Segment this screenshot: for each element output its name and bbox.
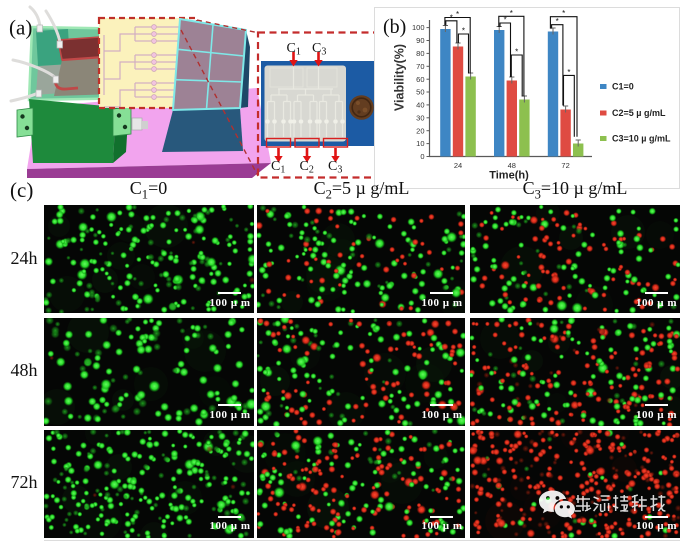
svg-text:C2: C2 xyxy=(300,159,314,176)
svg-text:*: * xyxy=(504,16,507,25)
svg-text:(b): (b) xyxy=(383,16,406,38)
svg-text:80: 80 xyxy=(416,49,424,58)
svg-text:Viability(%): Viability(%) xyxy=(393,44,407,111)
svg-text:40: 40 xyxy=(416,101,424,110)
svg-text:20: 20 xyxy=(416,126,424,135)
svg-text:*: * xyxy=(462,27,465,36)
svg-text:30: 30 xyxy=(416,113,424,122)
svg-text:0: 0 xyxy=(420,152,424,161)
svg-text:C1: C1 xyxy=(271,159,285,176)
svg-text:Time(h): Time(h) xyxy=(489,170,529,182)
svg-text:*: * xyxy=(450,13,453,22)
svg-text:*: * xyxy=(515,48,518,57)
svg-text:C1: C1 xyxy=(287,41,301,58)
svg-text:C3: C3 xyxy=(312,41,326,58)
svg-text:10: 10 xyxy=(416,139,424,148)
svg-text:60: 60 xyxy=(416,75,424,84)
svg-text:C3=10 µ g/mL: C3=10 µ g/mL xyxy=(612,134,671,144)
svg-text:*: * xyxy=(510,9,513,18)
svg-text:(a): (a) xyxy=(9,16,32,40)
svg-text:24: 24 xyxy=(454,161,462,170)
svg-text:C3: C3 xyxy=(328,159,342,176)
svg-text:*: * xyxy=(456,10,459,19)
svg-text:*: * xyxy=(562,9,565,18)
svg-text:100: 100 xyxy=(412,23,425,32)
svg-text:50: 50 xyxy=(416,88,424,97)
svg-text:C2=5 µ g/mL: C2=5 µ g/mL xyxy=(612,108,666,118)
svg-text:90: 90 xyxy=(416,36,424,45)
svg-text:C1=0: C1=0 xyxy=(612,82,634,92)
svg-text:70: 70 xyxy=(416,62,424,71)
svg-text:*: * xyxy=(567,68,570,77)
svg-text:48: 48 xyxy=(508,161,516,170)
svg-text:*: * xyxy=(556,17,559,26)
svg-text:72: 72 xyxy=(561,161,569,170)
